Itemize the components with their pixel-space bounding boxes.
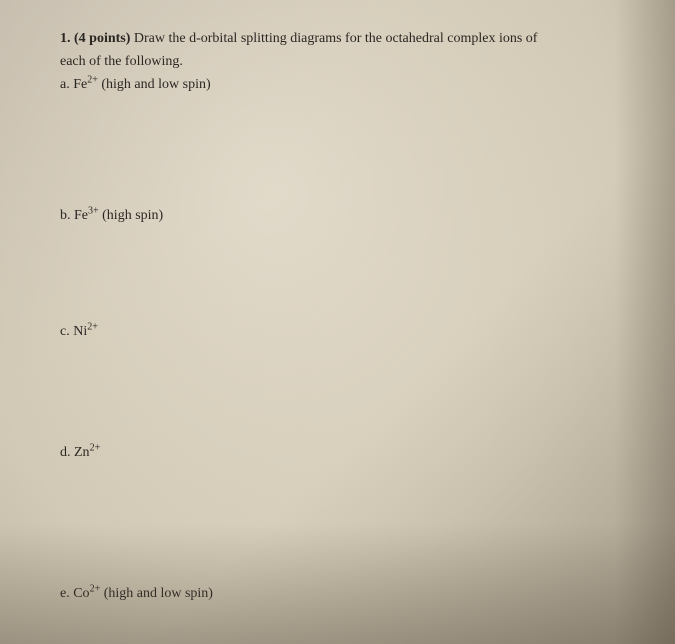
worksheet-page: 1. (4 points) Draw the d-orbital splitti… — [0, 0, 675, 644]
part-c-ion-base: Ni — [73, 324, 87, 339]
part-c: c. Ni2+ — [60, 321, 620, 342]
question-text-2: each of the following. — [60, 51, 620, 72]
part-b-label: b. — [60, 208, 71, 223]
question-header: 1. (4 points) Draw the d-orbital splitti… — [60, 28, 620, 49]
part-e-ion-base: Co — [73, 586, 89, 601]
part-a-ion-sup: 2+ — [87, 74, 98, 85]
question-points: (4 points) — [74, 31, 130, 46]
part-d-label: d. — [60, 445, 71, 460]
part-d-ion-sup: 2+ — [90, 442, 101, 453]
part-c-ion-sup: 2+ — [87, 321, 98, 332]
part-b: b. Fe3+ (high spin) — [60, 205, 620, 226]
part-e-label: e. — [60, 586, 70, 601]
part-b-note: (high spin) — [102, 208, 163, 223]
question-number: 1. — [60, 31, 71, 46]
part-a: a. Fe2+ (high and low spin) — [60, 74, 620, 95]
part-b-ion-base: Fe — [74, 208, 88, 223]
question-text-1: Draw the d-orbital splitting diagrams fo… — [134, 31, 538, 46]
part-b-ion-sup: 3+ — [88, 205, 99, 216]
part-e-ion-sup: 2+ — [90, 583, 101, 594]
part-a-note: (high and low spin) — [101, 77, 210, 92]
part-a-label: a. — [60, 77, 70, 92]
part-a-ion-base: Fe — [73, 77, 87, 92]
part-e-note: (high and low spin) — [104, 586, 213, 601]
part-d-ion-base: Zn — [74, 445, 90, 460]
part-c-label: c. — [60, 324, 70, 339]
part-d: d. Zn2+ — [60, 442, 620, 463]
part-e: e. Co2+ (high and low spin) — [60, 583, 620, 604]
